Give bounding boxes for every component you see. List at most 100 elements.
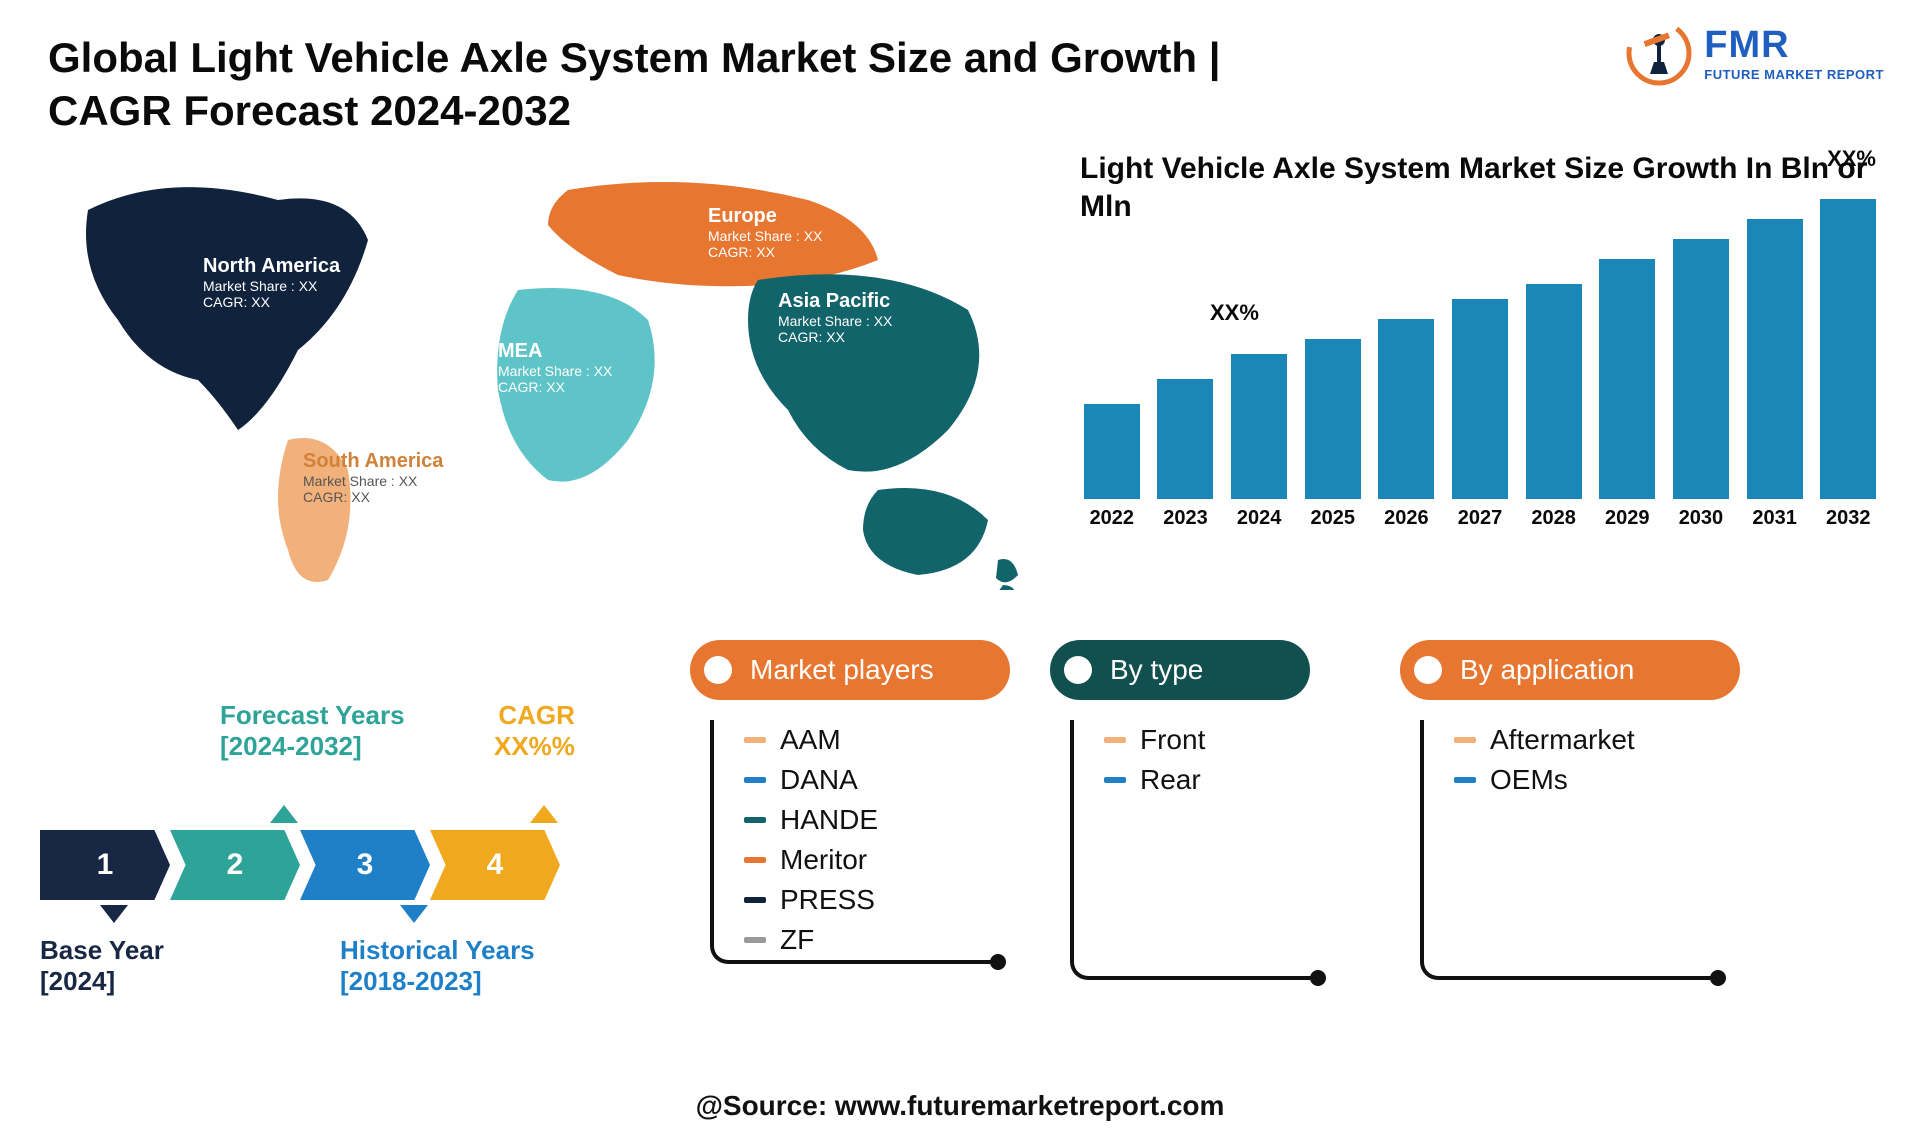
triangle-icon xyxy=(530,805,558,823)
logo-subtitle: FUTURE MARKET REPORT xyxy=(1704,67,1884,82)
list-item: Front xyxy=(1104,720,1320,760)
bar-year-label: 2032 xyxy=(1826,507,1871,530)
list-item: OEMs xyxy=(1454,760,1720,800)
region-north-america: North America Market Share : XX CAGR: XX xyxy=(203,255,340,310)
label-text: Base Year xyxy=(40,935,164,965)
pill-label: By type xyxy=(1110,654,1203,686)
bar xyxy=(1820,199,1876,499)
item-label: Front xyxy=(1140,724,1205,756)
label-text: Forecast Years xyxy=(220,700,405,730)
item-label: PRESS xyxy=(780,884,875,916)
pill-label: By application xyxy=(1460,654,1634,686)
source-footer: @Source: www.futuremarketreport.com xyxy=(696,1090,1225,1122)
bar-year-label: 2026 xyxy=(1384,507,1429,530)
by-application-list: Aftermarket OEMs xyxy=(1420,720,1720,980)
last-pct-label: XX% xyxy=(1827,146,1876,172)
page-title: Global Light Vehicle Axle System Market … xyxy=(48,32,1328,137)
region-cagr: CAGR: XX xyxy=(303,489,443,505)
item-label: Aftermarket xyxy=(1490,724,1635,756)
by-application-pill: By application xyxy=(1400,640,1740,700)
list-item: HANDE xyxy=(744,800,1000,840)
forecast-label: Forecast Years [2024-2032] xyxy=(220,700,405,762)
market-players-list: AAMDANAHANDEMeritorPRESSZF xyxy=(710,720,1000,964)
region-share: Market Share : XX xyxy=(203,278,340,294)
marker-icon xyxy=(744,737,766,743)
bar-column: 2023 xyxy=(1154,379,1218,530)
region-name: North America xyxy=(203,255,340,277)
bar-column: 2024 xyxy=(1227,354,1291,530)
cagr-label: CAGR XX%% xyxy=(494,700,575,762)
label-value: [2024-2032] xyxy=(220,731,362,761)
marker-icon xyxy=(744,817,766,823)
label-value: [2018-2023] xyxy=(340,966,482,996)
bar-column: 2032 xyxy=(1816,199,1880,530)
region-asia-pacific: Asia Pacific Market Share : XX CAGR: XX xyxy=(778,290,892,345)
growth-bar-chart: Light Vehicle Axle System Market Size Gr… xyxy=(1080,150,1880,570)
chart-title: Light Vehicle Axle System Market Size Gr… xyxy=(1080,150,1880,225)
label-text: Historical Years xyxy=(340,935,535,965)
item-label: ZF xyxy=(780,924,814,956)
list-item: ZF xyxy=(744,920,1000,960)
triangle-icon xyxy=(400,905,428,923)
bar-year-label: 2023 xyxy=(1163,507,1208,530)
historical-label: Historical Years [2018-2023] xyxy=(340,935,535,997)
bar xyxy=(1452,299,1508,499)
bar-column: 2029 xyxy=(1595,259,1659,530)
bar-column: 2030 xyxy=(1669,239,1733,530)
marker-icon xyxy=(744,857,766,863)
world-map: North America Market Share : XX CAGR: XX… xyxy=(48,170,1028,590)
bar-year-label: 2024 xyxy=(1237,507,1282,530)
bar-year-label: 2030 xyxy=(1679,507,1724,530)
bar xyxy=(1599,259,1655,499)
bar-column: 2025 xyxy=(1301,339,1365,530)
marker-icon xyxy=(744,777,766,783)
list-item: Meritor xyxy=(744,840,1000,880)
bar-year-label: 2028 xyxy=(1531,507,1576,530)
timeline-step: 2 xyxy=(170,830,300,900)
region-cagr: CAGR: XX xyxy=(778,329,892,345)
telescope-icon xyxy=(1624,18,1694,88)
region-share: Market Share : XX xyxy=(778,313,892,329)
marker-icon xyxy=(1454,737,1476,743)
bar xyxy=(1747,219,1803,499)
bar-column: 2028 xyxy=(1522,284,1586,530)
study-timeline: Forecast Years [2024-2032] CAGR XX%% 123… xyxy=(40,700,620,1020)
region-share: Market Share : XX xyxy=(303,473,443,489)
item-label: Rear xyxy=(1140,764,1201,796)
list-item: PRESS xyxy=(744,880,1000,920)
dot-icon xyxy=(1064,656,1092,684)
bar xyxy=(1526,284,1582,499)
list-item: Rear xyxy=(1104,760,1320,800)
list-item: DANA xyxy=(744,760,1000,800)
item-label: Meritor xyxy=(780,844,867,876)
region-cagr: CAGR: XX xyxy=(203,294,340,310)
item-label: HANDE xyxy=(780,804,878,836)
region-share: Market Share : XX xyxy=(498,363,612,379)
label-value: XX%% xyxy=(494,731,575,761)
region-south-america: South America Market Share : XX CAGR: XX xyxy=(303,450,443,505)
marker-icon xyxy=(1104,777,1126,783)
timeline-step: 1 xyxy=(40,830,170,900)
region-share: Market Share : XX xyxy=(708,228,822,244)
bar xyxy=(1305,339,1361,499)
label-text: CAGR xyxy=(498,700,575,730)
fmr-logo: FMR FUTURE MARKET REPORT xyxy=(1624,18,1884,88)
marker-icon xyxy=(1454,777,1476,783)
dot-icon xyxy=(704,656,732,684)
region-name: Asia Pacific xyxy=(778,290,890,312)
marker-icon xyxy=(1104,737,1126,743)
by-type-pill: By type xyxy=(1050,640,1310,700)
item-label: OEMs xyxy=(1490,764,1568,796)
marker-icon xyxy=(744,937,766,943)
bar xyxy=(1231,354,1287,499)
timeline-step: 3 xyxy=(300,830,430,900)
dot-icon xyxy=(1414,656,1442,684)
bar-year-label: 2029 xyxy=(1605,507,1650,530)
bar xyxy=(1673,239,1729,499)
bar-column: 2026 xyxy=(1375,319,1439,530)
region-name: Europe xyxy=(708,205,777,227)
region-europe: Europe Market Share : XX CAGR: XX xyxy=(708,205,822,260)
marker-icon xyxy=(744,897,766,903)
bar-year-label: 2025 xyxy=(1310,507,1355,530)
item-label: DANA xyxy=(780,764,858,796)
